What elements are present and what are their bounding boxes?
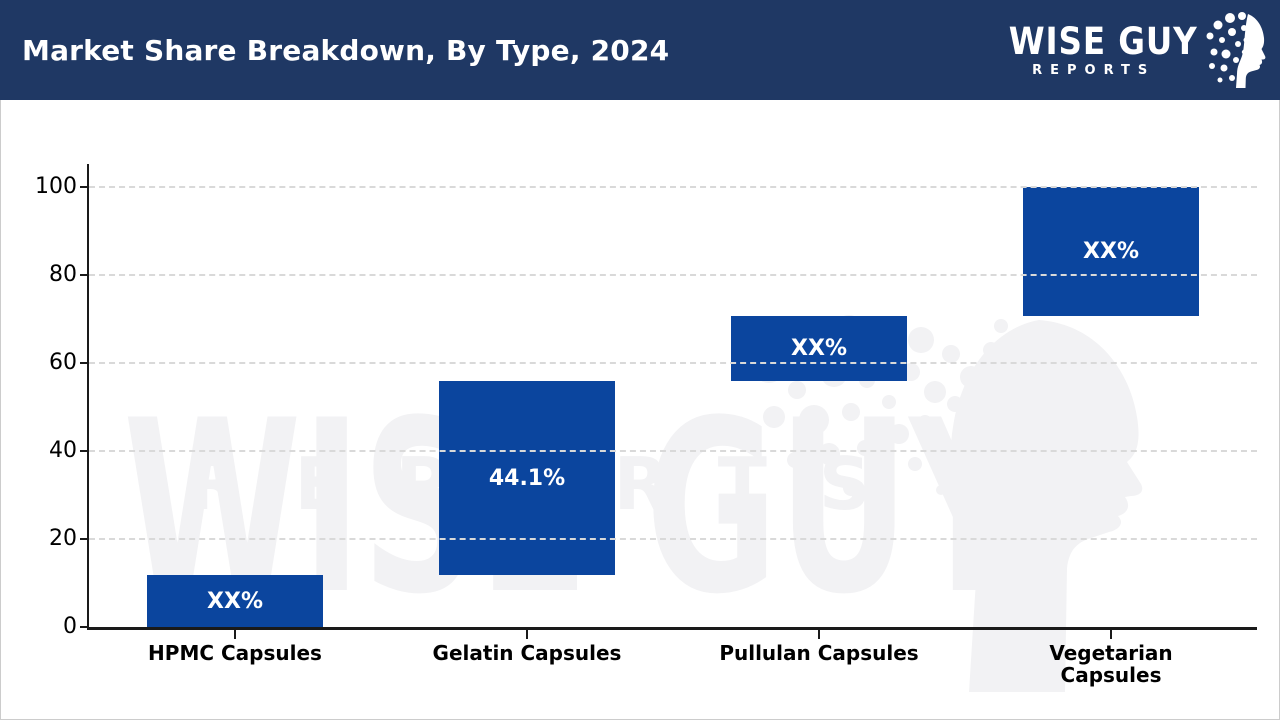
y-tick-label: 20: [49, 526, 77, 551]
gridline-60: [89, 362, 1257, 364]
y-tick-40: [80, 450, 89, 452]
chart-canvas: WISE GUY REPORTS: [0, 100, 1280, 720]
category-label: Vegetarian Capsules: [1049, 641, 1173, 687]
header-bar: Market Share Breakdown, By Type, 2024 WI…: [0, 0, 1280, 100]
x-axis-line: [87, 627, 1257, 630]
bar: XX%: [147, 575, 323, 627]
y-tick-60: [80, 362, 89, 364]
category-label: Gelatin Capsules: [432, 641, 622, 665]
bar-value-label: 44.1%: [488, 465, 566, 491]
gridline-80: [89, 274, 1257, 276]
logo-subtitle: REPORTS: [1032, 62, 1156, 78]
y-tick-0: [80, 626, 89, 628]
wise-guy-logo: WISE GUY REPORTS: [983, 8, 1266, 92]
bar: XX%: [1023, 187, 1199, 316]
logo-wordmark: WISE GUY: [1009, 19, 1198, 63]
x-tick: [1110, 630, 1112, 639]
bar-value-label: XX%: [1083, 238, 1139, 264]
y-tick-20: [80, 538, 89, 540]
gridline-20: [89, 538, 1257, 540]
bar: XX%: [731, 315, 907, 382]
category-label: HPMC Capsules: [148, 641, 322, 665]
category-label: Pullulan Capsules: [719, 641, 919, 665]
y-tick-label: 40: [49, 438, 77, 463]
bar: 44.1%: [439, 381, 615, 576]
x-tick: [526, 630, 528, 639]
chart-title: Market Share Breakdown, By Type, 2024: [22, 33, 670, 67]
x-tick: [818, 630, 820, 639]
logo-head-icon: [1206, 12, 1266, 88]
bar-value-label: XX%: [207, 588, 263, 614]
bar-value-label: XX%: [791, 335, 847, 361]
gridline-40: [89, 450, 1257, 452]
y-tick-label: 100: [35, 174, 77, 199]
y-axis-line: [87, 164, 89, 629]
y-tick-label: 60: [49, 350, 77, 375]
y-tick-80: [80, 274, 89, 276]
gridline-100: [89, 186, 1257, 188]
y-tick-label: 0: [63, 614, 77, 639]
logo-text: WISE GUY REPORTS: [983, 23, 1198, 78]
x-tick: [234, 630, 236, 639]
y-tick-100: [80, 186, 89, 188]
y-tick-label: 80: [49, 262, 77, 287]
